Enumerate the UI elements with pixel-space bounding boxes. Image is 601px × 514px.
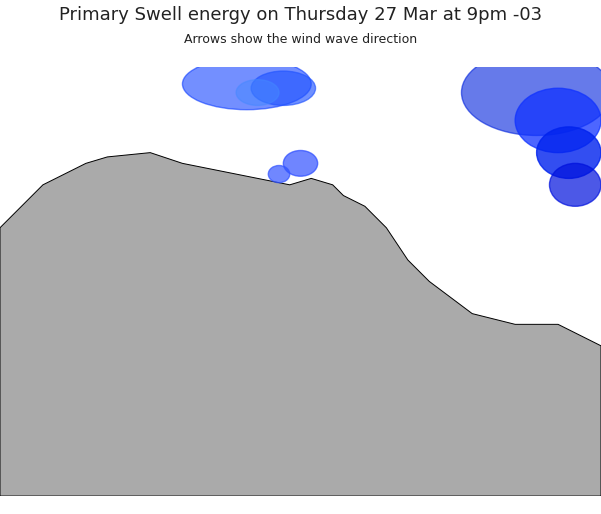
Ellipse shape <box>549 163 601 206</box>
Polygon shape <box>0 153 601 496</box>
Ellipse shape <box>236 80 279 105</box>
Text: Arrows show the wind wave direction: Arrows show the wind wave direction <box>184 32 417 46</box>
Ellipse shape <box>251 71 316 105</box>
Ellipse shape <box>283 151 318 176</box>
Ellipse shape <box>183 58 311 109</box>
Ellipse shape <box>462 49 601 136</box>
Text: Primary Swell energy on Thursday 27 Mar at 9pm -03: Primary Swell energy on Thursday 27 Mar … <box>59 6 542 24</box>
Ellipse shape <box>268 166 290 182</box>
Ellipse shape <box>515 88 601 153</box>
Ellipse shape <box>537 127 601 178</box>
